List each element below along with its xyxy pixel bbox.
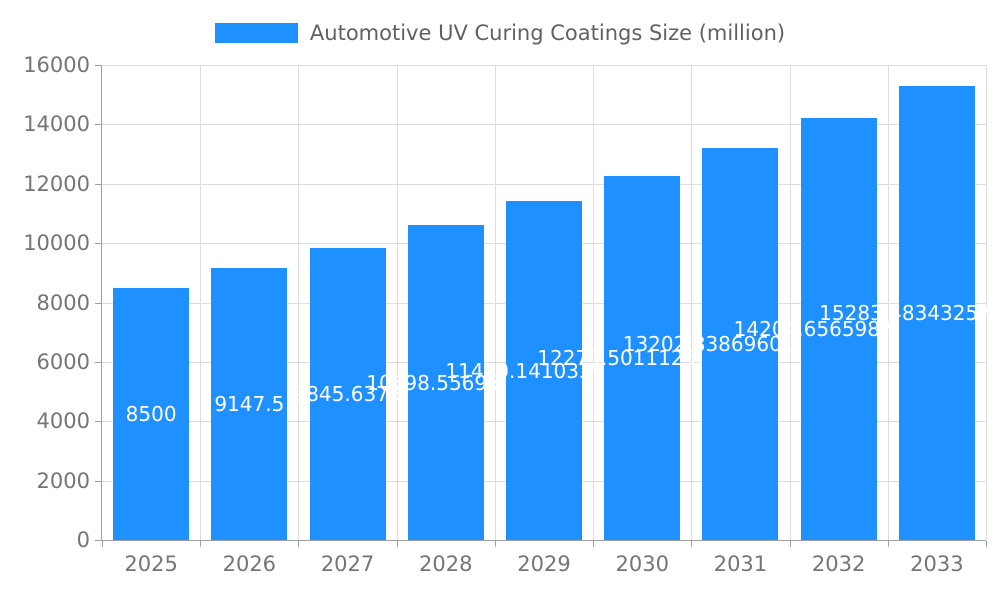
x-tick-mark — [986, 541, 987, 547]
y-axis-tick-label: 10000 — [23, 231, 90, 256]
x-axis-tick-label: 2032 — [811, 552, 866, 576]
y-axis-tick-label: 2000 — [36, 468, 90, 493]
x-tick-mark — [593, 541, 595, 547]
x-gridline — [789, 65, 791, 540]
x-gridline — [396, 65, 398, 540]
y-gridline — [102, 183, 986, 185]
x-gridline — [691, 65, 693, 540]
y-tick-mark — [95, 540, 101, 541]
x-gridline — [887, 65, 889, 540]
y-tick-mark — [95, 480, 101, 482]
bar-2033[interactable]: 15283.4834325734675 — [819, 86, 1000, 540]
bar-2025[interactable]: 8500 — [113, 287, 190, 540]
x-tick-mark — [691, 541, 693, 547]
x-axis-tick-label: 2031 — [713, 552, 768, 576]
x-tick-mark — [102, 541, 103, 547]
y-axis-tick-label: 8000 — [36, 290, 90, 315]
bar-value-label: 9147.5 — [214, 392, 285, 417]
x-tick-mark — [298, 541, 300, 547]
y-axis-tick-label: 16000 — [23, 53, 90, 77]
y-axis-tick-label: 4000 — [36, 409, 90, 434]
bar-2028[interactable]: 10598.5569575 — [366, 225, 525, 540]
legend[interactable]: Automotive UV Curing Coatings Size (mill… — [0, 20, 1000, 46]
x-gridline — [200, 65, 202, 540]
x-axis-tick-label: 2033 — [910, 552, 964, 576]
y-tick-mark — [95, 421, 101, 423]
y-gridline — [102, 65, 986, 66]
y-axis-tick-label: 6000 — [36, 349, 90, 374]
y-tick-mark — [95, 65, 101, 66]
legend-label: Automotive UV Curing Coatings Size (mill… — [309, 21, 786, 45]
x-tick-mark — [887, 541, 889, 547]
x-axis-tick-label: 2027 — [320, 552, 375, 576]
x-gridline — [298, 65, 300, 540]
x-gridline — [494, 65, 496, 540]
x-tick-mark — [494, 541, 496, 547]
bar-2032[interactable]: 14204.65659875734 — [734, 118, 944, 540]
plot-area: 0 2000 4000 6000 8000 10000 12000 14000 16000 850… — [23, 53, 1000, 576]
x-gridline — [593, 65, 595, 540]
y-gridline — [102, 124, 986, 126]
x-axis-tick-label: 2025 — [124, 552, 178, 576]
y-tick-mark — [95, 361, 101, 363]
y-tick-mark — [95, 183, 101, 185]
bar-value-label: 8500 — [125, 401, 177, 426]
bar-2027[interactable]: 9845.6375 — [293, 247, 402, 540]
y-axis-tick-label: 12000 — [23, 171, 90, 196]
y-tick-mark — [95, 243, 101, 245]
bar-2030[interactable]: 12273.50111256875 — [537, 175, 747, 540]
x-axis-tick-label: 2029 — [517, 552, 571, 576]
x-tick-mark — [396, 541, 398, 547]
x-axis-tick-label: 2028 — [419, 552, 473, 576]
x-axis-tick-label: 2026 — [222, 552, 277, 576]
x-tick-mark — [200, 541, 202, 547]
y-tick-mark — [95, 124, 101, 126]
y-axis-tick-label: 14000 — [23, 112, 90, 137]
bar-2026[interactable]: 9147.5 — [211, 268, 288, 540]
bar-2029[interactable]: 11410.1410339625 — [445, 201, 643, 540]
bar-value-label: 9845.6375 — [293, 381, 402, 406]
y-axis-tick-label: 0 — [76, 528, 90, 552]
x-gridline — [986, 65, 987, 540]
y-tick-mark — [95, 302, 101, 304]
bar-value-label: 10598.5569575 — [366, 370, 526, 395]
bar-2031[interactable]: 13202.8386960122774 — [623, 148, 858, 540]
x-axis-tick-label: 2030 — [615, 552, 669, 576]
legend-swatch — [214, 23, 298, 43]
x-tick-mark — [789, 541, 791, 547]
